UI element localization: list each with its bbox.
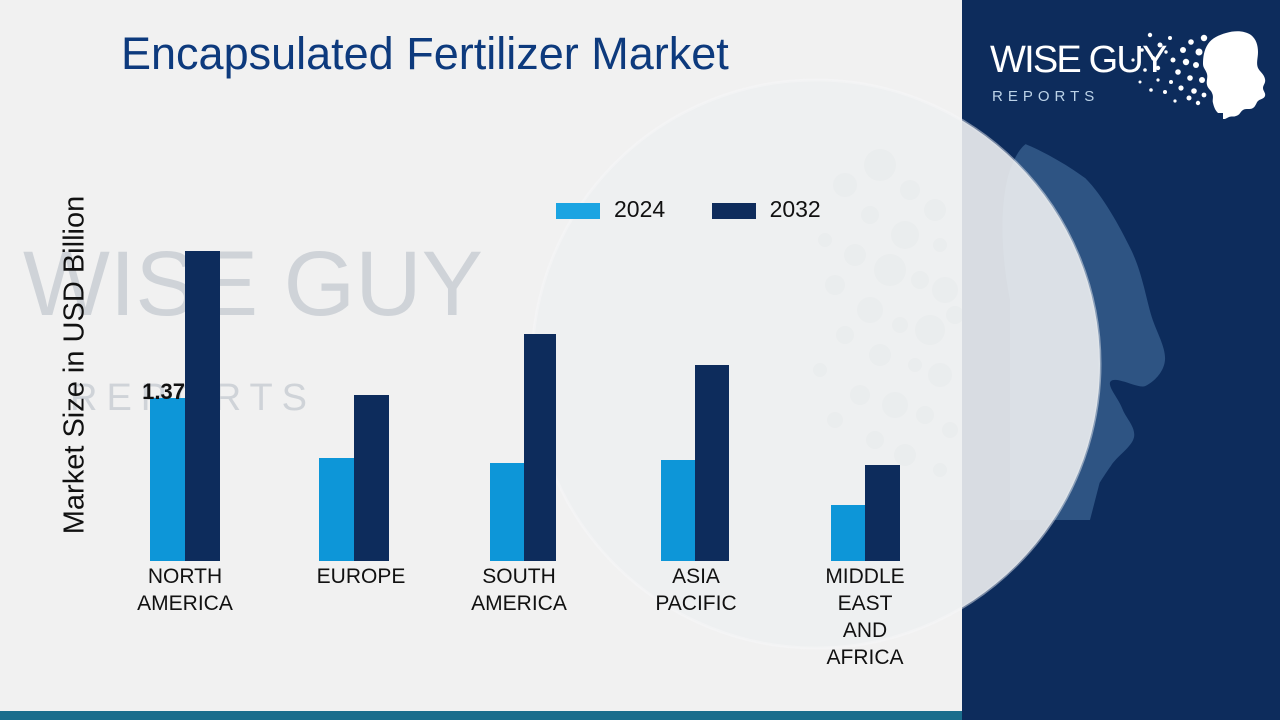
svg-text:WISE GUY: WISE GUY [990,39,1167,81]
svg-text:REPORTS: REPORTS [992,88,1099,105]
svg-text:WISE GUY: WISE GUY [23,233,483,335]
